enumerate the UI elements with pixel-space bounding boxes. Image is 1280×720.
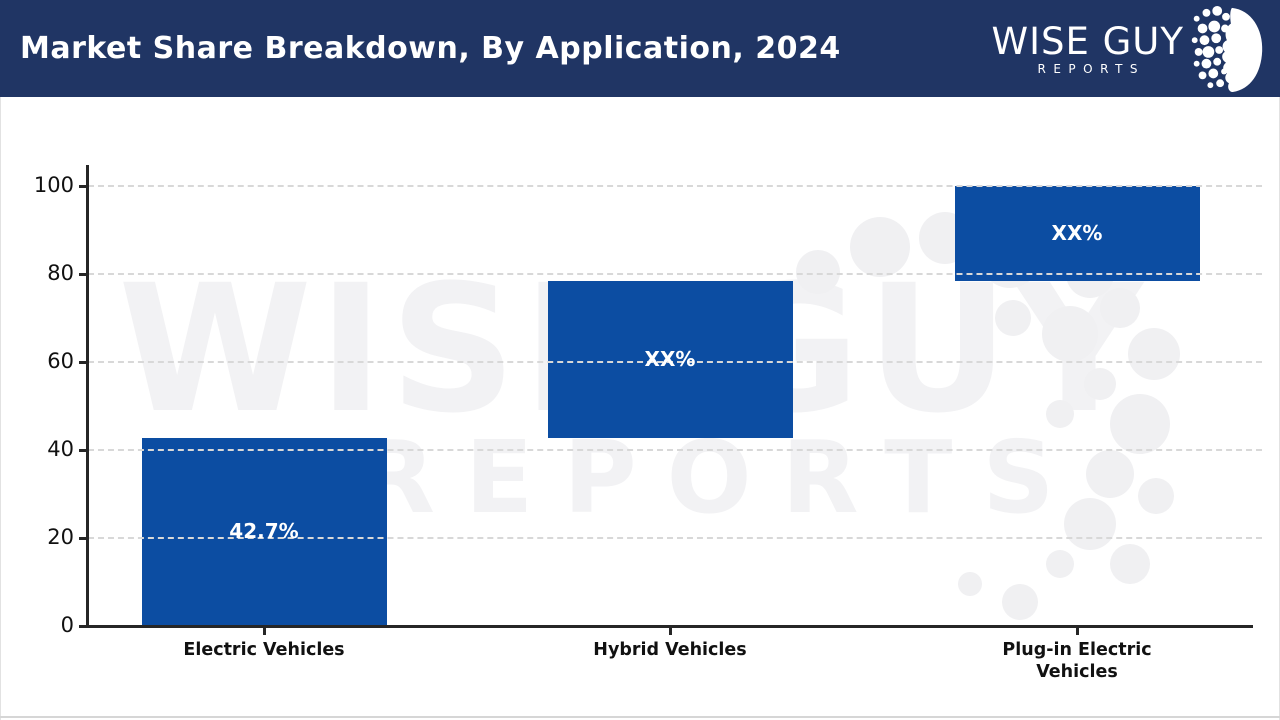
brand-logo-text: WISE GUY REPORTS	[992, 23, 1184, 75]
brand-face-icon	[1191, 5, 1263, 92]
y-tick	[79, 537, 87, 540]
gridline-80	[88, 273, 1262, 275]
category-label: Electric Vehicles	[183, 640, 345, 660]
x-tick	[668, 628, 672, 635]
brand-subtitle: REPORTS	[1037, 61, 1146, 76]
bar-value-label: XX%	[1051, 220, 1103, 245]
y-tick	[79, 185, 87, 188]
x-axis-line	[86, 625, 1253, 628]
x-tick	[262, 628, 266, 635]
y-tick	[79, 361, 87, 364]
bar-value-label: XX%	[644, 346, 696, 371]
header-banner: Market Share Breakdown, By Application, …	[0, 0, 1280, 97]
y-tick	[79, 625, 87, 628]
y-axis-line	[86, 165, 89, 628]
watermark-reports-text: REPORTS	[358, 419, 1085, 536]
y-tick	[79, 273, 87, 276]
bottom-divider	[0, 716, 1280, 718]
category-label: Plug-in Electric Vehicles	[1002, 640, 1152, 682]
x-tick	[1075, 628, 1079, 635]
y-tick	[79, 449, 87, 452]
gridline-60	[88, 361, 1262, 363]
bar-value-label: 42.7%	[229, 519, 299, 544]
brand-logo: WISE GUY REPORTS	[992, 5, 1266, 93]
gridline-40	[88, 449, 1262, 451]
bar-1	[141, 438, 387, 626]
category-label: Hybrid Vehicles	[593, 640, 747, 660]
gridline-100	[88, 185, 1262, 187]
brand-name: WISE GUY	[991, 19, 1184, 63]
y-tick-label: 80	[47, 261, 74, 285]
bar-3	[954, 186, 1200, 282]
y-tick-label: 100	[33, 173, 74, 197]
y-tick-label: 0	[60, 613, 74, 637]
gridline-20	[88, 537, 1262, 539]
y-tick-label: 20	[47, 525, 74, 549]
bar-2	[547, 281, 793, 439]
page-title: Market Share Breakdown, By Application, …	[20, 31, 841, 66]
y-tick-label: 60	[47, 349, 74, 373]
y-tick-label: 40	[47, 437, 74, 461]
